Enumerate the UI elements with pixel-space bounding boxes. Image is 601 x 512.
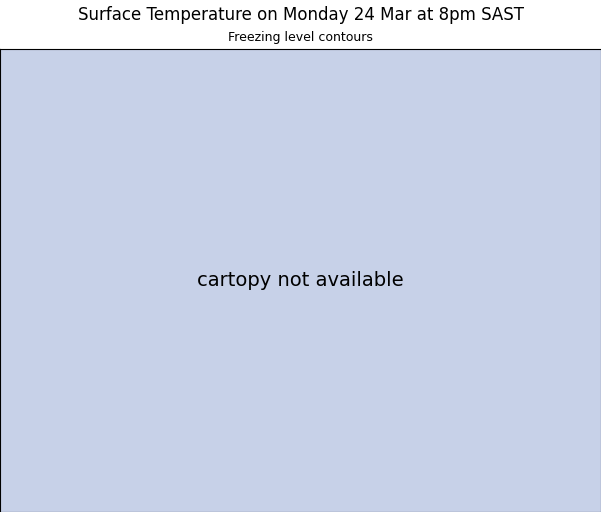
Text: cartopy not available: cartopy not available bbox=[197, 271, 404, 290]
Text: Freezing level contours: Freezing level contours bbox=[228, 31, 373, 45]
Text: Surface Temperature on Monday 24 Mar at 8pm SAST: Surface Temperature on Monday 24 Mar at … bbox=[78, 6, 523, 24]
